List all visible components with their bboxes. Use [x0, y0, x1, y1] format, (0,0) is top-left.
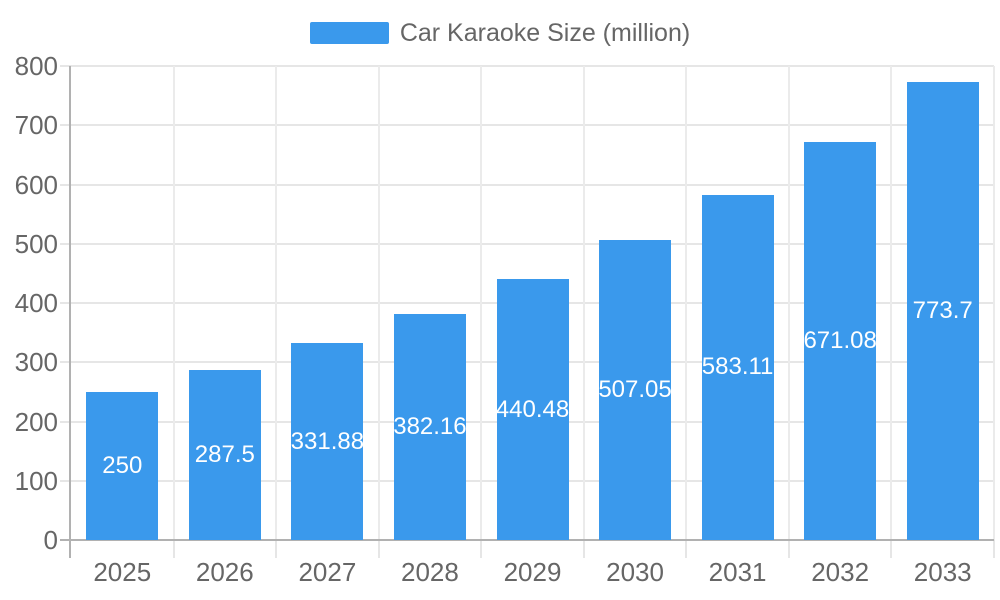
- gridline-vertical: [582, 66, 585, 540]
- x-axis-tick: [172, 540, 175, 558]
- y-axis-tick: [60, 302, 71, 304]
- legend-swatch-icon: [309, 22, 389, 44]
- gridline-horizontal: [71, 124, 994, 127]
- bar[interactable]: [188, 369, 261, 540]
- y-axis-label: 200: [14, 406, 58, 437]
- y-axis-line: [69, 66, 71, 558]
- y-axis-label: 300: [14, 347, 58, 378]
- y-axis-label: 0: [43, 525, 58, 555]
- legend: Car Karaoke Size (million): [0, 20, 1000, 46]
- x-axis-tick: [377, 540, 380, 558]
- gridline-vertical: [480, 66, 483, 540]
- gridline-vertical: [685, 66, 688, 540]
- x-axis-line: [60, 539, 994, 541]
- gridline-vertical: [993, 66, 995, 540]
- y-axis-label: 600: [14, 169, 58, 200]
- gridline-vertical: [377, 66, 380, 540]
- bar[interactable]: [86, 391, 159, 540]
- x-axis-tick: [685, 540, 688, 558]
- x-axis-label: 2029: [503, 557, 562, 587]
- x-axis-tick: [582, 540, 585, 558]
- y-axis-label: 700: [14, 110, 58, 141]
- bar[interactable]: [701, 194, 774, 540]
- gridline-horizontal: [71, 183, 994, 186]
- y-axis-label: 100: [14, 465, 58, 496]
- gridline-vertical: [275, 66, 278, 540]
- x-axis-label: 2027: [298, 557, 357, 587]
- x-axis-label: 2032: [811, 557, 870, 587]
- y-axis-tick: [60, 65, 71, 67]
- x-axis-label: 2030: [606, 557, 664, 587]
- y-axis-tick: [60, 124, 71, 127]
- y-axis-tick: [60, 420, 71, 423]
- x-axis-label: 2025: [93, 557, 152, 587]
- x-axis-tick: [993, 540, 995, 558]
- y-axis-label: 800: [14, 51, 58, 81]
- x-axis-tick: [787, 540, 790, 558]
- legend-label: Car Karaoke Size (million): [399, 19, 691, 47]
- x-axis-tick: [275, 540, 278, 558]
- bar[interactable]: [393, 313, 466, 540]
- x-axis-tick: [480, 540, 483, 558]
- bar[interactable]: [291, 343, 364, 540]
- y-axis-label: 500: [14, 228, 58, 259]
- bar[interactable]: [906, 81, 979, 540]
- y-axis-tick: [60, 242, 71, 245]
- gridline-vertical: [787, 66, 790, 540]
- x-axis-label: 2028: [401, 557, 459, 587]
- x-axis-label: 2033: [913, 557, 972, 587]
- gridline-vertical: [890, 66, 893, 540]
- y-axis-tick: [60, 361, 71, 364]
- gridline-vertical: [172, 66, 175, 540]
- bar[interactable]: [599, 239, 672, 540]
- legend-item[interactable]: Car Karaoke Size (million): [309, 19, 691, 47]
- y-axis-label: 400: [14, 288, 58, 318]
- y-axis-tick: [60, 183, 71, 186]
- bar[interactable]: [804, 142, 877, 540]
- y-axis-tick: [60, 479, 71, 482]
- bar[interactable]: [496, 279, 569, 540]
- x-axis-label: 2026: [195, 557, 254, 587]
- gridline-horizontal: [71, 242, 994, 245]
- x-axis-label: 2031: [708, 557, 767, 587]
- x-axis-tick: [890, 540, 893, 558]
- gridline-horizontal: [71, 65, 994, 67]
